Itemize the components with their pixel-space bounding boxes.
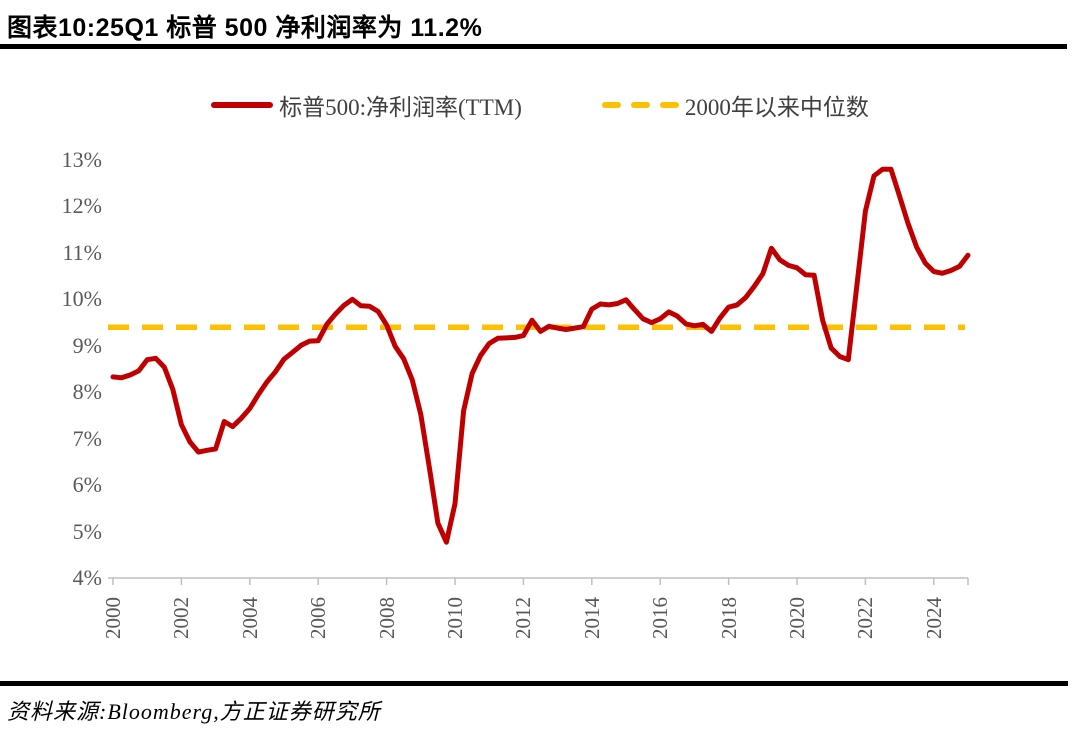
source-note: 资料来源:Bloomberg,方正证券研究所 — [7, 699, 381, 724]
legend-label-median: 2000年以来中位数 — [684, 95, 869, 120]
y-tick-label-6%: 6% — [72, 472, 102, 498]
legend-item-median: 2000年以来中位数 — [601, 88, 869, 122]
x-tick-label-2012: 2012 — [511, 597, 536, 639]
legend-item-net-margin: 标普500:净利润率(TTM) — [211, 88, 522, 122]
x-tick-label-2020: 2020 — [785, 597, 809, 639]
red-solid-line-swatch-icon — [211, 102, 274, 108]
y-tick-label-4%: 4% — [72, 565, 102, 590]
x-tick-label-2006: 2006 — [306, 597, 331, 639]
y-tick-label-13%: 13% — [61, 147, 102, 172]
legend-label-net-margin: 标普500:净利润率(TTM) — [279, 95, 522, 120]
x-tick-label-2014: 2014 — [579, 597, 604, 639]
chart-canvas — [108, 166, 971, 585]
y-tick-label-12%: 12% — [61, 193, 102, 219]
x-tick-label-2018: 2018 — [716, 597, 741, 639]
footer-divider — [0, 681, 1068, 686]
x-tick-label-2008: 2008 — [374, 597, 399, 639]
x-tick-label-2016: 2016 — [648, 597, 673, 639]
chart-legend: 标普500:净利润率(TTM) 2000年以来中位数 — [0, 88, 1080, 122]
figure-title: 图表10:25Q1 标普 500 净利润率为 11.2% — [7, 14, 483, 42]
y-tick-label-8%: 8% — [72, 379, 102, 405]
net-margin-series-line — [110, 166, 971, 545]
line-chart: 2000 2002 2004 2006 2008 2010 2012 2014 2016 2018… — [0, 130, 1080, 665]
title-divider — [0, 44, 1067, 49]
x-tick-label-2022: 2022 — [853, 597, 878, 639]
gold-dashed-line-swatch-icon — [601, 102, 679, 108]
y-tick-label-7%: 7% — [72, 425, 102, 451]
y-tick-label-10%: 10% — [61, 286, 102, 312]
y-tick-label-9%: 9% — [72, 332, 102, 358]
x-tick-label-2002: 2002 — [169, 597, 194, 639]
x-tick-label-2000: 2000 — [101, 597, 125, 639]
y-tick-label-11%: 11% — [62, 239, 102, 265]
y-tick-label-5%: 5% — [72, 518, 102, 544]
x-tick-label-2004: 2004 — [237, 597, 262, 639]
x-tick-label-2024: 2024 — [921, 597, 946, 639]
x-tick-label-2010: 2010 — [443, 597, 467, 639]
